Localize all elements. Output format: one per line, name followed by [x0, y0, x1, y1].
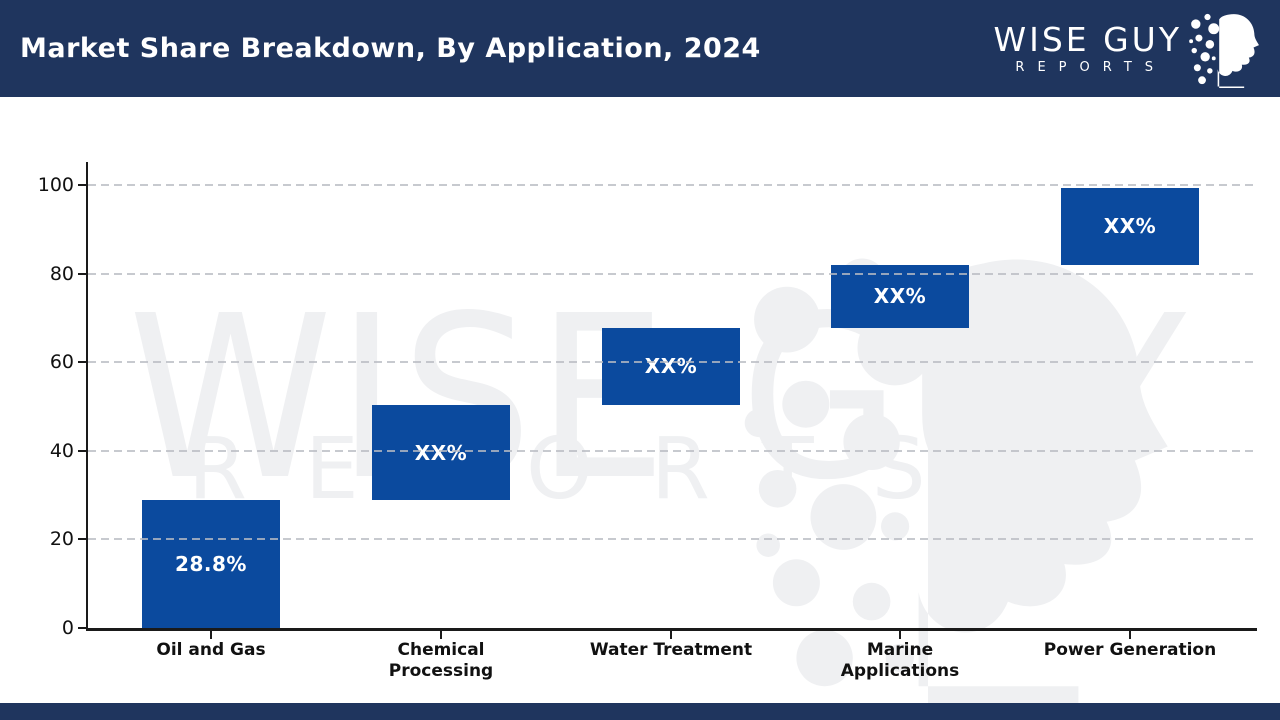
x-category-label: Oil and Gas: [156, 640, 266, 660]
bar-value-label: XX%: [873, 284, 927, 309]
gridline: [88, 183, 1255, 186]
y-tick-mark: [78, 627, 86, 629]
x-category-label: Power Generation: [1043, 640, 1217, 660]
y-tick-mark: [78, 449, 86, 452]
x-tick-mark: [670, 631, 672, 639]
bar: XX%: [1061, 187, 1199, 266]
y-tick-label: 40: [49, 439, 74, 462]
logo-text: WISE GUY REPORTS: [993, 23, 1182, 74]
x-category-label: Water Treatment: [589, 640, 753, 660]
x-axis-spine: [86, 628, 1257, 631]
footer-bar: [0, 703, 1280, 720]
wiseguy-logo: WISE GUY REPORTS: [993, 0, 1266, 97]
y-tick-label: 60: [49, 351, 74, 374]
y-tick-mark: [78, 272, 86, 275]
bar: XX%: [831, 265, 969, 328]
gridline: [88, 449, 1255, 452]
bar-value-label: XX%: [414, 440, 468, 465]
y-tick-mark: [78, 183, 86, 186]
x-tick-mark: [440, 631, 442, 639]
page-title: Market Share Breakdown, By Application, …: [20, 33, 761, 64]
bar-value-label: XX%: [644, 354, 698, 379]
x-tick-mark: [899, 631, 901, 639]
x-tick-mark: [210, 631, 212, 639]
y-axis-spine: [86, 162, 88, 630]
y-tick-mark: [78, 538, 86, 541]
watermark-face-icon: [744, 258, 1168, 705]
bar-value-label: 28.8%: [175, 552, 247, 577]
y-tick-mark: [78, 361, 86, 364]
bar-value-label: XX%: [1103, 214, 1157, 239]
y-tick-label: 100: [37, 173, 74, 196]
bar: 28.8%: [142, 500, 280, 628]
logo-wordmark: WISE GUY: [993, 20, 1182, 59]
x-tick-mark: [1129, 631, 1131, 639]
bar: XX%: [602, 327, 740, 406]
y-tick-label: 20: [49, 528, 74, 551]
header-bar: Market Share Breakdown, By Application, …: [0, 0, 1280, 97]
x-category-label: Chemical Processing: [388, 640, 494, 682]
logo-face-icon: [1189, 13, 1259, 88]
x-category-label: Marine Applications: [840, 640, 960, 682]
y-tick-label: 80: [49, 262, 74, 285]
gridline: [88, 361, 1255, 364]
logo-subtitle: REPORTS: [1015, 60, 1167, 75]
bar: XX%: [372, 405, 510, 501]
y-tick-label: 0: [61, 617, 74, 639]
gridline: [88, 272, 1255, 275]
watermark-reports-text: REPORTS: [188, 420, 984, 519]
gridline: [88, 538, 1255, 541]
